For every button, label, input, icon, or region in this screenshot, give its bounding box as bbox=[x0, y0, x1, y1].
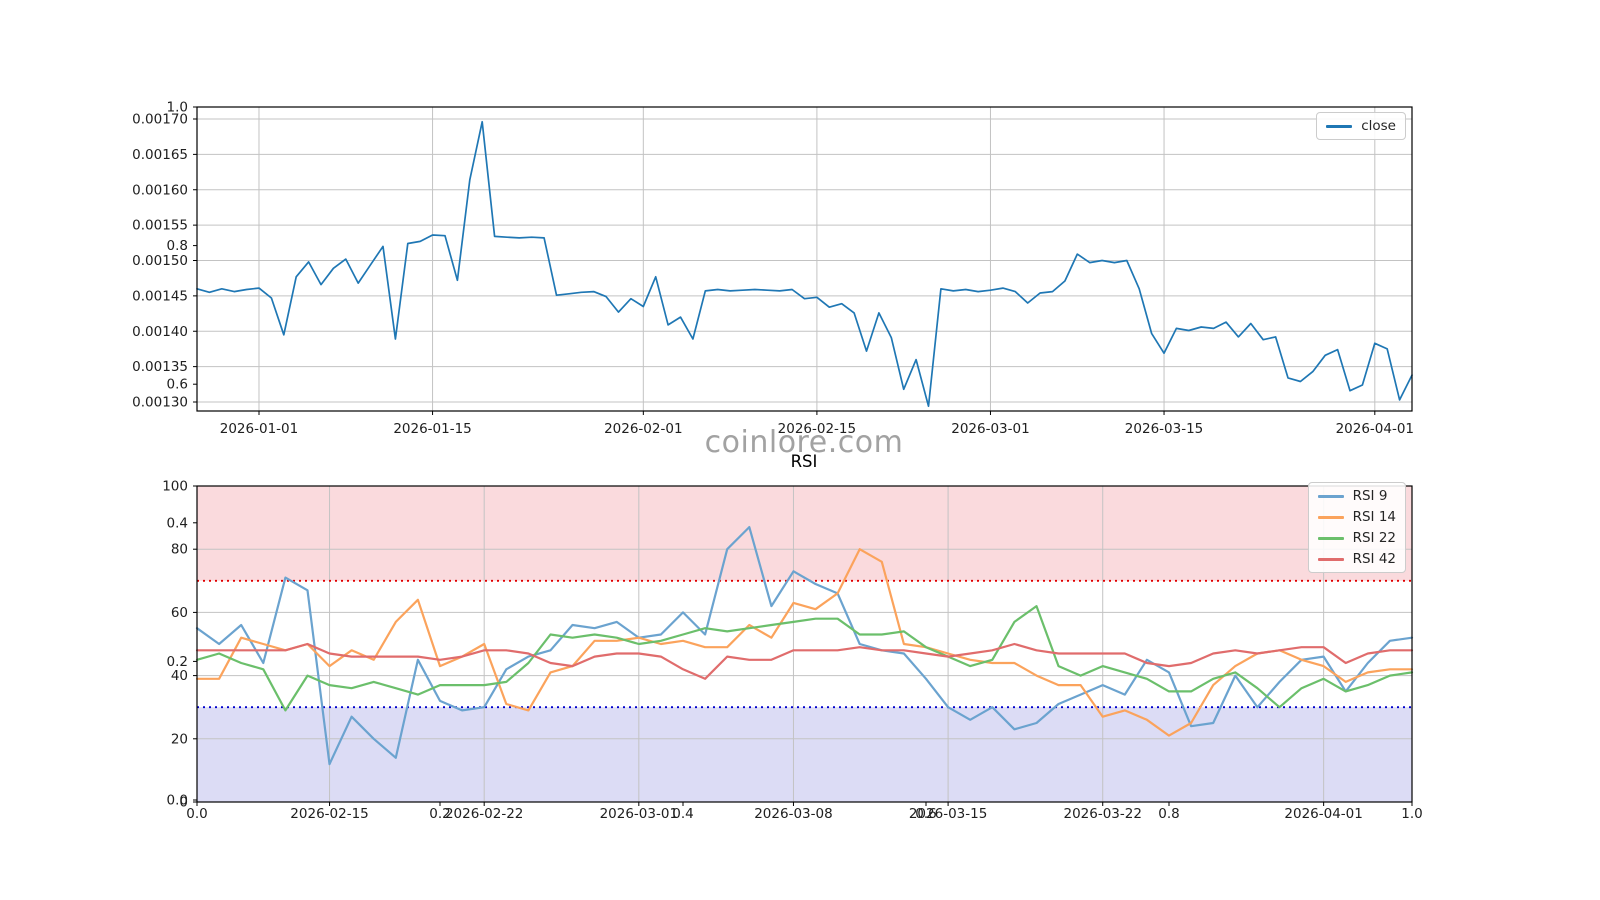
legend-item-rsi-9: RSI 9 bbox=[1317, 488, 1396, 504]
price-y-tick-label: 0.00130 bbox=[132, 395, 188, 411]
rsi-x-tick-label: 2026-03-08 bbox=[754, 806, 832, 822]
overlay-x-tick-label: 0.0 bbox=[186, 806, 207, 822]
price-y-tick-label: 0.00160 bbox=[132, 182, 188, 198]
rsi-x-tick-label: 2026-03-22 bbox=[1063, 806, 1141, 822]
rsi-y-tick-label: 100 bbox=[162, 479, 188, 495]
rsi-y-tick-label: 40 bbox=[171, 668, 188, 684]
price-x-tick-label: 2026-02-15 bbox=[778, 421, 856, 437]
overlay-y-tick-label: 0.0 bbox=[167, 793, 188, 809]
price-y-tick-label: 0.00145 bbox=[132, 288, 188, 304]
rsi-14-swatch bbox=[1317, 515, 1344, 519]
price-x-tick-label: 2026-03-15 bbox=[1125, 421, 1203, 437]
overlay-x-tick-label: 0.6 bbox=[915, 806, 936, 822]
rsi-y-tick-label: 80 bbox=[171, 542, 188, 558]
rsi-x-tick-label: 2026-02-22 bbox=[445, 806, 523, 822]
rsi-9-line bbox=[195, 525, 1414, 766]
overlay-x-tick-label: 0.4 bbox=[672, 806, 693, 822]
legend-item-rsi-42: RSI 42 bbox=[1317, 551, 1396, 567]
legend-label-rsi-42: RSI 42 bbox=[1352, 551, 1396, 567]
close-line-swatch bbox=[1326, 124, 1353, 128]
legend-item-close: close bbox=[1326, 118, 1396, 134]
overlay-y-tick-label: 0.8 bbox=[167, 238, 188, 254]
rsi-x-tick-label: 2026-03-15 bbox=[909, 806, 987, 822]
rsi-9-swatch bbox=[1317, 494, 1344, 498]
overlay-y-tick-label: 1.0 bbox=[167, 100, 188, 116]
price-x-tick-label: 2026-04-01 bbox=[1336, 421, 1414, 437]
overlay-y-tick-label: 0.6 bbox=[167, 377, 188, 393]
rsi-42-line bbox=[195, 642, 1414, 680]
price-legend: close bbox=[1316, 112, 1406, 140]
watermark: coinlore.com bbox=[704, 425, 904, 460]
rsi-42-swatch bbox=[1317, 557, 1344, 561]
rsi-y-tick-label: 20 bbox=[171, 731, 188, 747]
overlay-x-tick-label: 0.8 bbox=[1158, 806, 1179, 822]
rsi-22-line bbox=[195, 604, 1414, 712]
overlay-x-tick-label: 1.0 bbox=[1401, 806, 1422, 822]
rsi-x-tick-label: 2026-03-01 bbox=[600, 806, 678, 822]
rsi-chart-title: RSI bbox=[790, 452, 818, 471]
price-y-tick-label: 0.00150 bbox=[132, 253, 188, 269]
overlay-x-tick-label: 0.2 bbox=[429, 806, 450, 822]
rsi-14-line bbox=[195, 548, 1414, 737]
price-x-tick-label: 2026-01-15 bbox=[393, 421, 471, 437]
price-x-tick-label: 2026-01-01 bbox=[220, 421, 298, 437]
rsi-axes-border bbox=[196, 485, 1413, 803]
close-line bbox=[196, 120, 1413, 408]
rsi-legend: RSI 9 RSI 14 RSI 22 RSI 42 bbox=[1307, 482, 1406, 573]
rsi-y-tick-label: 60 bbox=[171, 605, 188, 621]
legend-item-rsi-22: RSI 22 bbox=[1317, 530, 1396, 546]
legend-label-rsi-9: RSI 9 bbox=[1352, 488, 1388, 504]
legend-label-close: close bbox=[1361, 118, 1396, 134]
rsi-band-oversold bbox=[197, 707, 1412, 802]
rsi-band-overbought bbox=[197, 486, 1412, 581]
legend-label-rsi-22: RSI 22 bbox=[1352, 530, 1396, 546]
overlay-y-tick-label: 0.4 bbox=[167, 515, 188, 531]
price-y-tick-label: 0.00165 bbox=[132, 147, 188, 163]
overlay-y-tick-label: 0.2 bbox=[167, 654, 188, 670]
price-x-tick-label: 2026-02-01 bbox=[604, 421, 682, 437]
price-y-tick-label: 0.00170 bbox=[132, 112, 188, 128]
legend-item-rsi-14: RSI 14 bbox=[1317, 509, 1396, 525]
rsi-22-swatch bbox=[1317, 536, 1344, 540]
price-y-tick-label: 0.00135 bbox=[132, 359, 188, 375]
rsi-x-tick-label: 2026-02-15 bbox=[290, 806, 368, 822]
rsi-x-tick-label: 2026-04-01 bbox=[1284, 806, 1362, 822]
price-y-tick-label: 0.00140 bbox=[132, 324, 188, 340]
rsi-y-tick-label: 0 bbox=[179, 795, 188, 811]
legend-label-rsi-14: RSI 14 bbox=[1352, 509, 1396, 525]
price-x-tick-label: 2026-03-01 bbox=[951, 421, 1029, 437]
price-y-tick-label: 0.00155 bbox=[132, 218, 188, 234]
price-axes-border bbox=[196, 106, 1413, 412]
